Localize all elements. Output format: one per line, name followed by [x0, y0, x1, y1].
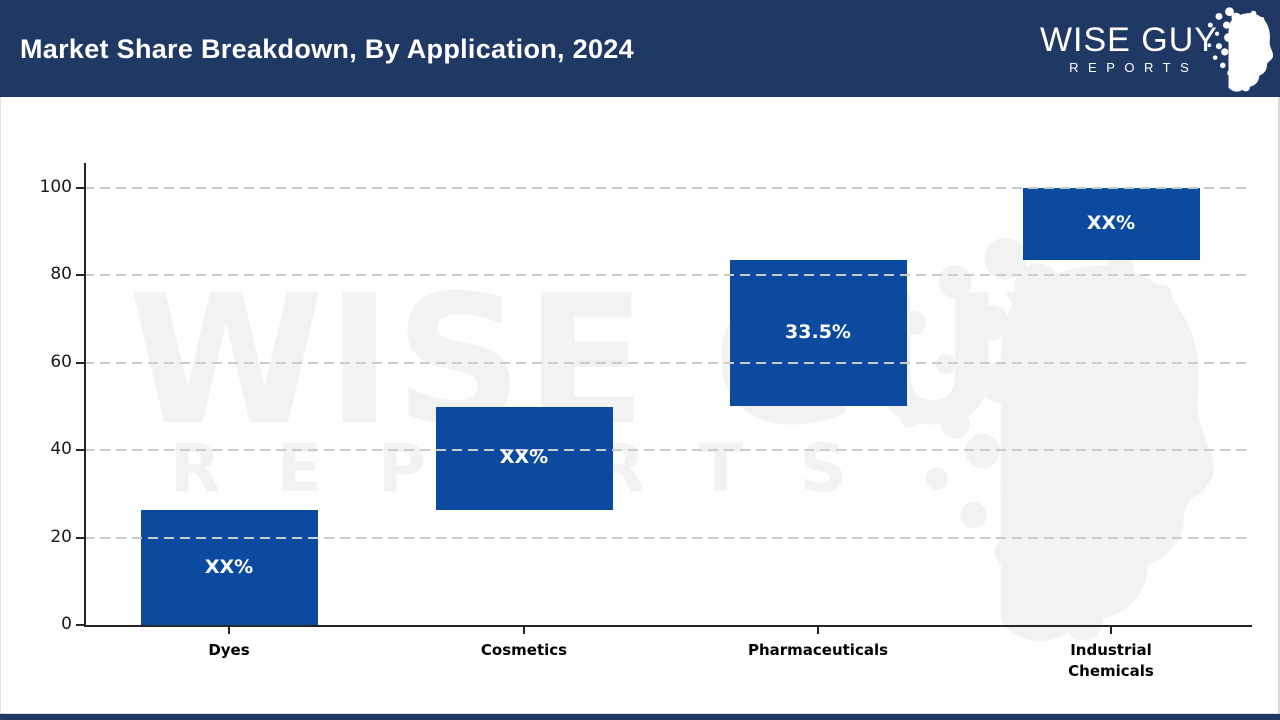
footer-band: [0, 714, 1280, 720]
bar-industrial-chemicals: [1022, 188, 1200, 261]
x-category-label: Pharmaceuticals: [747, 641, 889, 659]
bar-value-label: XX%: [1086, 212, 1136, 235]
x-tick: [817, 627, 819, 634]
bar-pharmaceuticals: [729, 260, 907, 407]
chart-title: Market Share Breakdown, By Application, …: [20, 34, 634, 64]
gridline-100: [84, 187, 1252, 189]
bar-value-label: XX%: [204, 555, 254, 578]
y-tick-label: 40: [50, 439, 72, 460]
bar-cosmetics: [435, 406, 613, 511]
gridline-40: [84, 449, 1252, 452]
x-category-label: Industrial Chemicals: [1068, 641, 1154, 680]
gridline-20: [84, 536, 1252, 539]
y-tick-label: 0: [61, 614, 72, 634]
watermark-face-icon: [900, 237, 1214, 641]
x-category-label: Cosmetics: [480, 641, 568, 659]
bar-dyes: [140, 510, 318, 625]
logo-wordmark: WISE GUY: [1039, 21, 1218, 59]
y-tick: [76, 274, 84, 277]
logo-text: WISE GUY REPORTS: [1040, 22, 1218, 75]
y-tick-label: 100: [39, 177, 72, 197]
logo-subtitle: REPORTS: [1069, 60, 1199, 75]
header-band: Market Share Breakdown, By Application, …: [0, 0, 1280, 97]
y-tick: [76, 361, 84, 364]
x-tick: [228, 627, 230, 634]
gridline-60: [84, 361, 1252, 364]
gridline-80: [84, 274, 1252, 277]
y-tick-label: 60: [50, 351, 72, 372]
wise-guy-reports-logo: WISE GUY REPORTS: [1020, 0, 1280, 97]
y-tick-label: 20: [50, 526, 72, 547]
y-tick: [76, 536, 84, 539]
bar-value-label: XX%: [499, 446, 549, 469]
y-tick: [76, 187, 84, 189]
dotted-face-icon: [1207, 7, 1274, 92]
x-tick: [523, 627, 525, 634]
y-tick-label: 80: [50, 264, 72, 285]
x-axis-line: [84, 625, 1252, 627]
y-tick: [76, 449, 84, 452]
bar-value-label: 33.5%: [785, 321, 851, 344]
x-tick: [1110, 627, 1112, 634]
y-tick: [76, 624, 84, 626]
footer-divider: [0, 713, 1280, 714]
x-category-label: Dyes: [208, 641, 250, 659]
y-axis-line: [84, 163, 86, 627]
